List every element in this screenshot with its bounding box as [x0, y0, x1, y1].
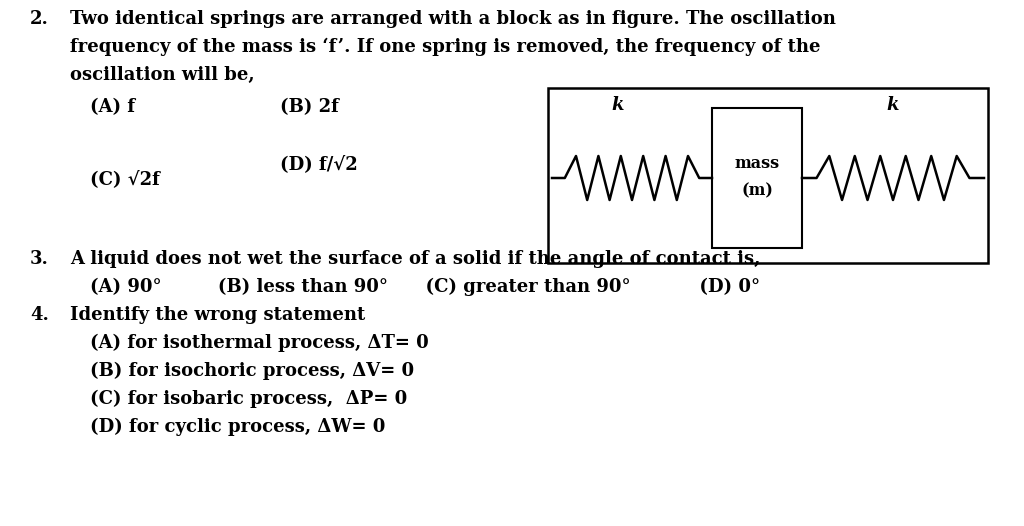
- Text: (A) for isothermal process, ΔT= 0: (A) for isothermal process, ΔT= 0: [90, 334, 429, 352]
- Text: oscillation will be,: oscillation will be,: [70, 66, 255, 84]
- Text: (C) for isobaric process,  ΔP= 0: (C) for isobaric process, ΔP= 0: [90, 390, 408, 408]
- Text: frequency of the mass is ‘f’. If one spring is removed, the frequency of the: frequency of the mass is ‘f’. If one spr…: [70, 38, 820, 56]
- Bar: [712, 108, 802, 248]
- Text: Two identical springs are arranged with a block as in figure. The oscillation: Two identical springs are arranged with …: [70, 10, 836, 28]
- Text: mass: mass: [734, 155, 779, 172]
- Text: (B) 2f: (B) 2f: [280, 98, 339, 116]
- Text: (D) for cyclic process, ΔW= 0: (D) for cyclic process, ΔW= 0: [90, 418, 385, 436]
- Text: k: k: [611, 96, 625, 114]
- Text: k: k: [887, 96, 899, 114]
- Text: (A) f: (A) f: [90, 98, 135, 116]
- Text: 2.: 2.: [30, 10, 49, 28]
- Text: (C) √2f: (C) √2f: [90, 170, 160, 188]
- Text: A liquid does not wet the surface of a solid if the angle of contact is,: A liquid does not wet the surface of a s…: [70, 250, 761, 268]
- Text: Identify the wrong statement: Identify the wrong statement: [70, 306, 366, 324]
- Text: (D) f/√2: (D) f/√2: [280, 155, 357, 173]
- Bar: [548, 88, 988, 263]
- Text: (m): (m): [741, 182, 773, 199]
- Text: 3.: 3.: [30, 250, 49, 268]
- Text: (B) for isochoric process, ΔV= 0: (B) for isochoric process, ΔV= 0: [90, 362, 414, 380]
- Text: (A) 90°         (B) less than 90°      (C) greater than 90°           (D) 0°: (A) 90° (B) less than 90° (C) greater th…: [90, 278, 760, 296]
- Text: 4.: 4.: [30, 306, 49, 324]
